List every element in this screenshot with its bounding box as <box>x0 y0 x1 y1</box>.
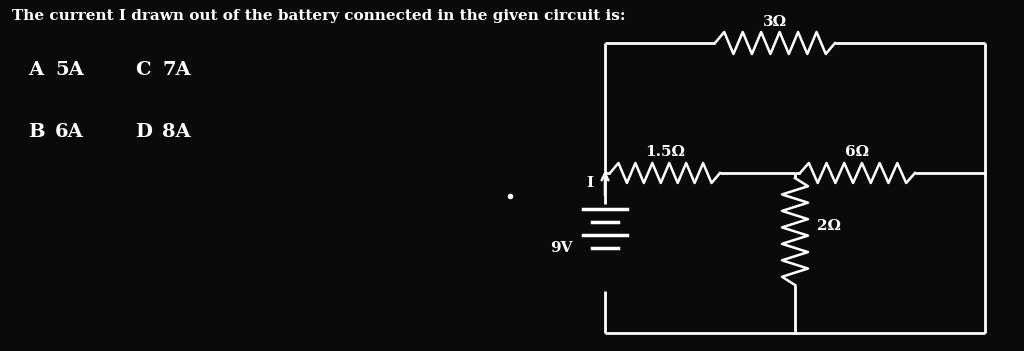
Text: 6A: 6A <box>55 123 84 141</box>
Text: 9V: 9V <box>551 240 573 254</box>
Text: 7A: 7A <box>162 61 190 79</box>
Text: 2Ω: 2Ω <box>817 219 841 233</box>
Text: I: I <box>586 176 593 190</box>
Text: 3Ω: 3Ω <box>763 15 787 29</box>
Text: 8A: 8A <box>162 123 190 141</box>
Text: 5A: 5A <box>55 61 84 79</box>
Text: B: B <box>28 123 45 141</box>
Text: A: A <box>28 61 43 79</box>
Text: C: C <box>135 61 151 79</box>
Text: The current I drawn out of the battery connected in the given circuit is:: The current I drawn out of the battery c… <box>12 9 626 23</box>
Text: 1.5Ω: 1.5Ω <box>645 145 685 159</box>
Text: D: D <box>135 123 152 141</box>
Text: 6Ω: 6Ω <box>846 145 869 159</box>
